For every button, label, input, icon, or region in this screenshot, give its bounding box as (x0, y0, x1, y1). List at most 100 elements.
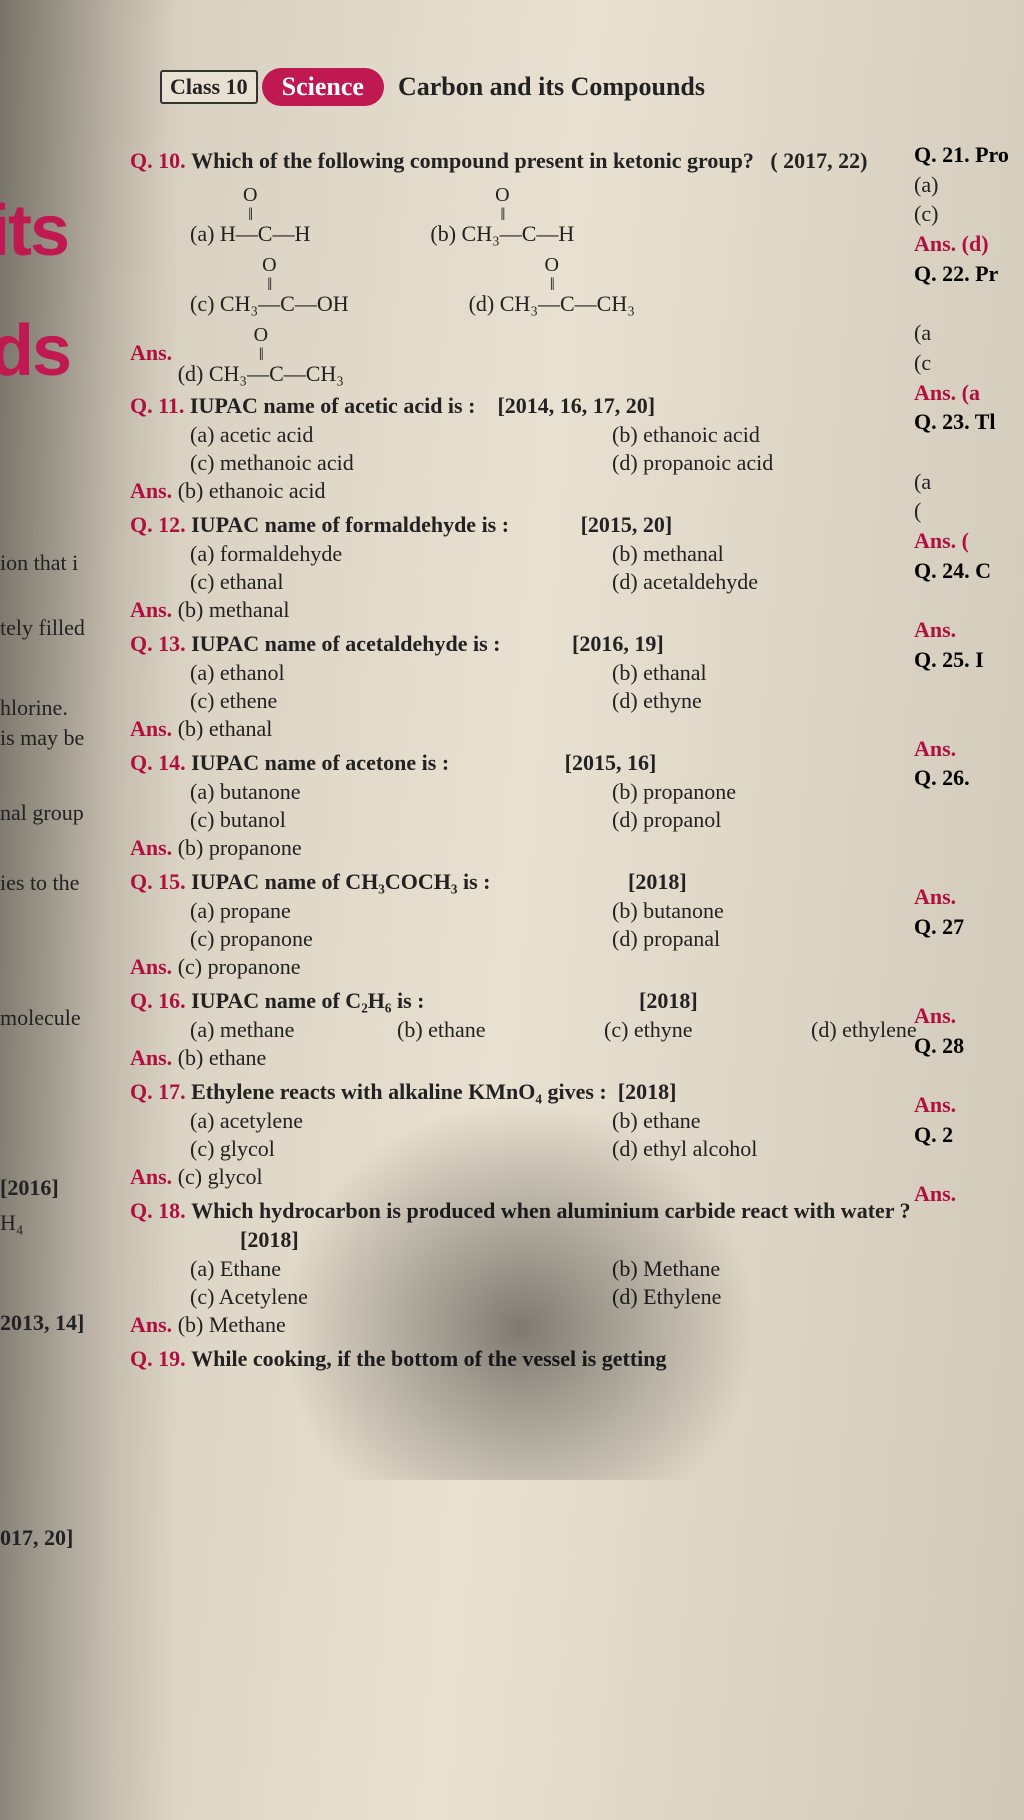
left-frag: hlorine. (0, 695, 135, 721)
q14: Q. 14. IUPAC name of acetone is : [2015,… (130, 748, 1004, 777)
q-text: IUPAC name of acetone is : (191, 750, 449, 775)
q-number: Q. 11. (130, 393, 184, 418)
q-number: Q. 16. (130, 988, 186, 1013)
right-strip-line (914, 437, 1024, 467)
q-year: [2018] (628, 869, 687, 894)
q-year: [2016, 19] (572, 631, 664, 656)
left-frag: 017, 20] (0, 1525, 135, 1551)
right-strip-line (914, 971, 1024, 1001)
q11: Q. 11. IUPAC name of acetic acid is : [2… (130, 391, 1004, 420)
q10-structures-2: O‖ (c) CH₃—C—OH O‖ (d) CH₃—C—CH₃ (190, 255, 1004, 315)
ans-label: Ans. (130, 1045, 172, 1070)
q19: Q. 19. While cooking, if the bottom of t… (130, 1344, 1004, 1373)
ans-text: (c) propanone (178, 954, 301, 979)
ans-text: (b) Methane (178, 1312, 286, 1337)
opt-c: (c) ethyne (604, 1017, 797, 1043)
q-number: Q. 15. (130, 869, 186, 894)
q-text: IUPAC name of C₂H₆ is : (191, 988, 424, 1013)
right-strip-line (914, 853, 1024, 883)
q11-options: (a) acetic acid (b) ethanoic acid (c) me… (190, 422, 1004, 476)
struct-a: O‖ (a) H—C—H (190, 185, 310, 245)
ans-text: (b) ethanoic acid (178, 478, 326, 503)
ans-label: Ans. (130, 340, 172, 365)
opt-c: (c) butanol (190, 807, 582, 833)
ans-label: Ans. (130, 835, 172, 860)
struct-d: O‖ (d) CH₃—C—CH₃ (469, 255, 635, 315)
q10-answer: Ans. O‖ (d) CH₃—C—CH₃ (130, 325, 1004, 385)
ans-label: Ans. (130, 716, 172, 741)
left-frag: molecule (0, 1005, 135, 1031)
right-strip-line: Q. 23. Tl (914, 407, 1024, 437)
ans-text: (b) methanal (178, 597, 290, 622)
opt-b: (b) ethane (397, 1017, 590, 1043)
opt-b: (b) CH₃—C—H (430, 223, 574, 245)
q11-answer: Ans. (b) ethanoic acid (130, 478, 1004, 504)
right-strip-line: Q. 24. C (914, 556, 1024, 586)
ans-label: Ans. (130, 1164, 172, 1189)
right-strip-line: (c (914, 348, 1024, 378)
right-strip-line (914, 674, 1024, 704)
q15-answer: Ans. (c) propanone (130, 954, 1004, 980)
q-year: [2018] (240, 1227, 299, 1252)
q10-structures: O‖ (a) H—C—H O‖ (b) CH₃—C—H (190, 185, 1004, 245)
q12-answer: Ans. (b) methanal (130, 597, 1004, 623)
right-strip-line (914, 942, 1024, 972)
q16-options: (a) methane (b) ethane (c) ethyne (d) et… (190, 1017, 1004, 1043)
opt-b: (b) Methane (612, 1256, 1004, 1282)
opt-c: (c) glycol (190, 1136, 582, 1162)
chapter-title: Carbon and its Compounds (398, 72, 705, 102)
q16: Q. 16. IUPAC name of C₂H₆ is : [2018] (130, 986, 1004, 1015)
q12-options: (a) formaldehyde (b) methanal (c) ethana… (190, 541, 1004, 595)
right-strip-line: Ans. (914, 615, 1024, 645)
right-strip-line: (a (914, 467, 1024, 497)
q-text: IUPAC name of CH₃COCH₃ is : (191, 869, 490, 894)
left-frag: is may be (0, 725, 135, 751)
right-strip-line: Q. 2 (914, 1120, 1024, 1150)
q18: Q. 18. Which hydrocarbon is produced whe… (130, 1196, 1004, 1254)
q-text: Which hydrocarbon is produced when alumi… (191, 1198, 911, 1223)
left-frag: 2013, 14] (0, 1310, 135, 1336)
q-number: Q. 10. (130, 148, 186, 173)
right-strip-line: Ans. ( (914, 526, 1024, 556)
right-strip-line: Q. 26. (914, 763, 1024, 793)
q15: Q. 15. IUPAC name of CH₃COCH₃ is : [2018… (130, 867, 1004, 896)
right-strip-line (914, 585, 1024, 615)
page: Class 10 Science Carbon and its Compound… (0, 0, 1024, 1820)
q13: Q. 13. IUPAC name of acetaldehyde is : [… (130, 629, 1004, 658)
q-number: Q. 17. (130, 1079, 186, 1104)
right-strip-line: Ans. (914, 1090, 1024, 1120)
q10: Q. 10. Which of the following compound p… (130, 146, 1004, 175)
q12: Q. 12. IUPAC name of formaldehyde is : [… (130, 510, 1004, 539)
opt-d: (d) Ethylene (612, 1284, 1004, 1310)
opt-a: (a) ethanol (190, 660, 582, 686)
q-text: Ethylene reacts with alkaline KMnO₄ give… (191, 1079, 607, 1104)
ans-label: Ans. (130, 1312, 172, 1337)
content-column: Q. 10. Which of the following compound p… (130, 140, 1004, 1375)
left-frag: nal group (0, 800, 135, 826)
left-frag: tely filled (0, 615, 135, 641)
opt-a: (a) methane (190, 1017, 383, 1043)
right-strip-line (914, 1149, 1024, 1179)
right-strip-line (914, 1060, 1024, 1090)
its-logo: its (0, 190, 68, 272)
opt-c: (c) methanoic acid (190, 450, 582, 476)
opt-c: (c) CH₃—C—OH (190, 293, 349, 315)
q-number: Q. 14. (130, 750, 186, 775)
ans-text: (b) ethanal (178, 716, 273, 741)
right-strip-line (914, 793, 1024, 823)
right-strip-line: Ans. (914, 882, 1024, 912)
opt-a: (a) H—C—H (190, 223, 310, 245)
opt-c: (c) ethanal (190, 569, 582, 595)
opt-d: (d) CH₃—C—CH₃ (469, 293, 635, 315)
opt-c: (c) Acetylene (190, 1284, 582, 1310)
right-strip-line (914, 288, 1024, 318)
opt-a: (a) Ethane (190, 1256, 582, 1282)
ans-text: (c) glycol (178, 1164, 263, 1189)
q13-options: (a) ethanol (b) ethanal (c) ethene (d) e… (190, 660, 1004, 714)
opt-a: (a) acetylene (190, 1108, 582, 1134)
right-strip-line: (a (914, 318, 1024, 348)
right-strip-line: (a) (914, 170, 1024, 200)
q-year: ( 2017, 22) (770, 148, 867, 173)
q-number: Q. 13. (130, 631, 186, 656)
right-strip-line: Q. 21. Pro (914, 140, 1024, 170)
